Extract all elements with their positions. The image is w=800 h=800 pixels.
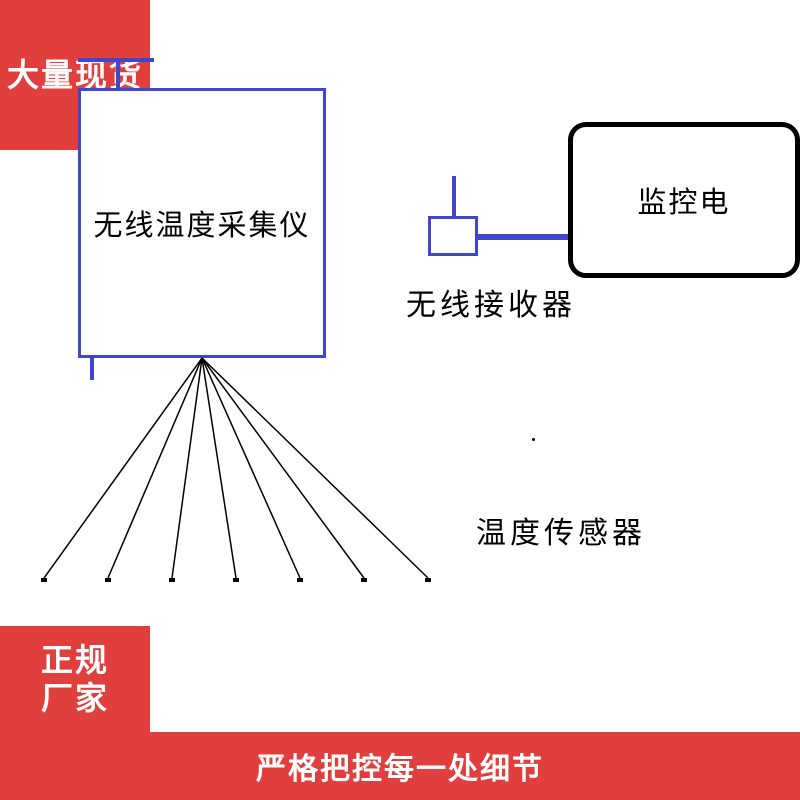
bottom-bar-text: 严格把控每一处细节 xyxy=(256,744,544,788)
diagram-canvas: 无线温度采集仪 无线接收器 监控电 温度传感器 xyxy=(38,58,800,678)
receiver-box xyxy=(428,216,478,256)
collector-label: 无线温度采集仪 xyxy=(93,202,310,244)
collector-antenna-h xyxy=(78,58,154,62)
collector-box: 无线温度采集仪 xyxy=(78,88,326,358)
monitor-label: 监控电 xyxy=(637,179,730,221)
badge-bottomleft: 正规 厂家 xyxy=(0,626,150,732)
monitor-box: 监控电 xyxy=(568,122,800,278)
receiver-connector xyxy=(478,234,568,240)
sensor-label: 温度传感器 xyxy=(476,508,646,552)
badge-bottomleft-text: 正规 厂家 xyxy=(41,641,109,718)
collector-stub-v xyxy=(90,358,94,380)
bottom-bar: 严格把控每一处细节 xyxy=(0,732,800,800)
collector-antenna-v xyxy=(116,58,120,88)
receiver-label: 无线接收器 xyxy=(406,280,576,324)
decor-dot xyxy=(532,438,535,441)
receiver-antenna-v xyxy=(452,176,456,216)
